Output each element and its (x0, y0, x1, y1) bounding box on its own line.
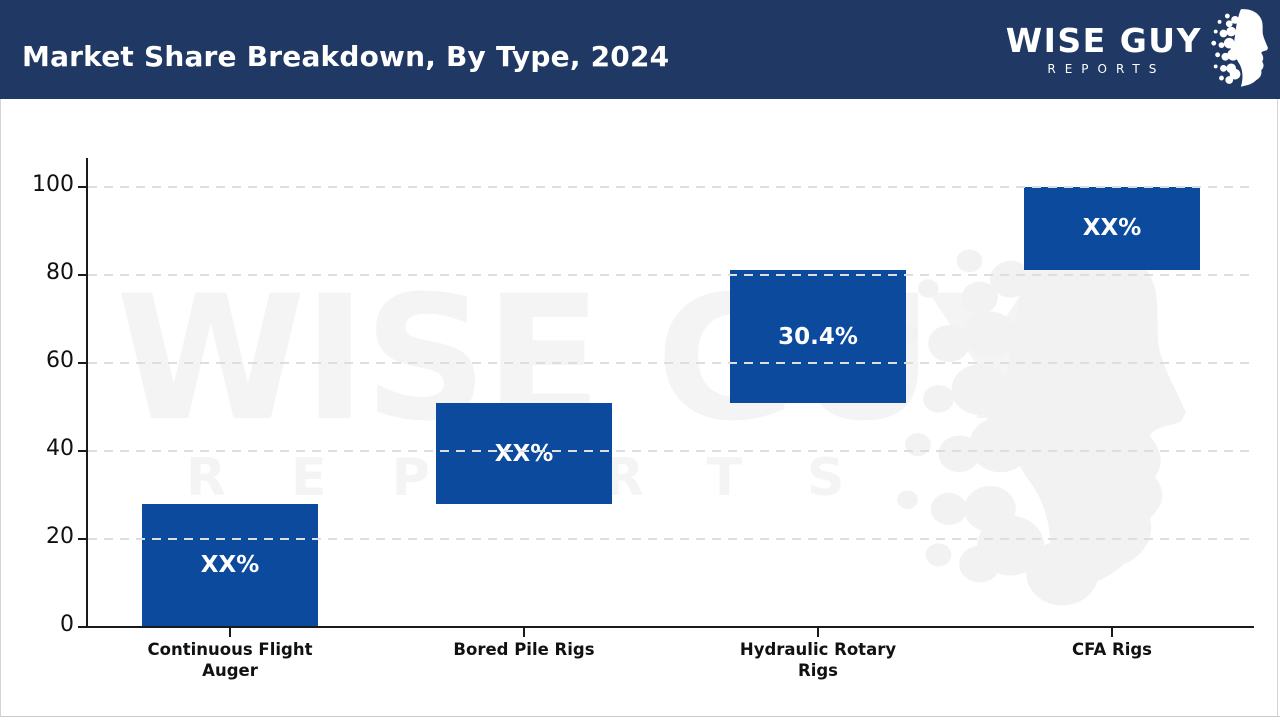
x-category-label-line: Continuous Flight (147, 640, 313, 659)
gridline (88, 186, 1253, 188)
x-category-label-line: Rigs (798, 660, 838, 680)
brand-logo: WISE GUY REPORTS (1006, 6, 1268, 94)
bar-value-label: XX% (1082, 215, 1142, 242)
bar-value-label: XX% (200, 552, 260, 579)
x-tick-mark (229, 628, 231, 637)
bar: 30.4% (730, 269, 906, 404)
bar-value-label: XX% (494, 440, 554, 467)
brand-logo-text: WISE GUY REPORTS (1006, 24, 1202, 76)
y-tick-label: 80 (46, 260, 74, 285)
y-tick-label: 100 (32, 172, 74, 197)
gridline (88, 538, 1253, 540)
watermark-face-icon (856, 215, 1186, 614)
y-tick-label: 20 (46, 524, 74, 549)
x-tick-mark (523, 628, 525, 637)
x-category-label: CFA Rigs (982, 640, 1242, 661)
y-axis-line (86, 158, 88, 628)
page-border-bottom (0, 716, 1280, 717)
y-tick-mark (78, 450, 87, 452)
x-category-label: Bored Pile Rigs (394, 640, 654, 661)
x-category-label-line: Auger (202, 660, 258, 680)
bar: XX% (1024, 187, 1200, 270)
gridline (88, 450, 1253, 452)
y-tick-label: 40 (46, 436, 74, 461)
logo-reports-text: REPORTS (1047, 61, 1166, 76)
logo-face-icon (1206, 5, 1268, 95)
gridline (88, 274, 1253, 276)
y-tick-label: 0 (60, 612, 74, 637)
x-category-label-line: Bored Pile Rigs (453, 640, 595, 659)
y-tick-mark (78, 186, 87, 188)
gridline (88, 362, 1253, 364)
y-tick-mark (78, 538, 87, 540)
x-category-label-line: CFA Rigs (1072, 640, 1152, 659)
y-tick-label: 60 (46, 348, 74, 373)
bar-value-label: 30.4% (778, 323, 858, 350)
x-category-label-line: Hydraulic Rotary (739, 640, 897, 659)
y-tick-mark (78, 274, 87, 276)
y-tick-mark (78, 362, 87, 364)
x-category-label: Hydraulic Rotary Rigs (688, 640, 948, 682)
x-axis-line (86, 626, 1254, 628)
y-tick-mark (78, 626, 87, 628)
bar: XX% (142, 503, 318, 627)
page-border-left (0, 99, 1, 717)
header-bar: Market Share Breakdown, By Type, 2024 WI… (0, 0, 1280, 99)
x-category-label: Continuous Flight Auger (100, 640, 360, 682)
x-tick-mark (1111, 628, 1113, 637)
page-title: Market Share Breakdown, By Type, 2024 (22, 40, 670, 73)
page-border-right (1277, 99, 1278, 717)
logo-wiseguy-text: WISE GUY (1005, 21, 1202, 61)
bar: XX% (436, 403, 612, 504)
x-tick-mark (817, 628, 819, 637)
